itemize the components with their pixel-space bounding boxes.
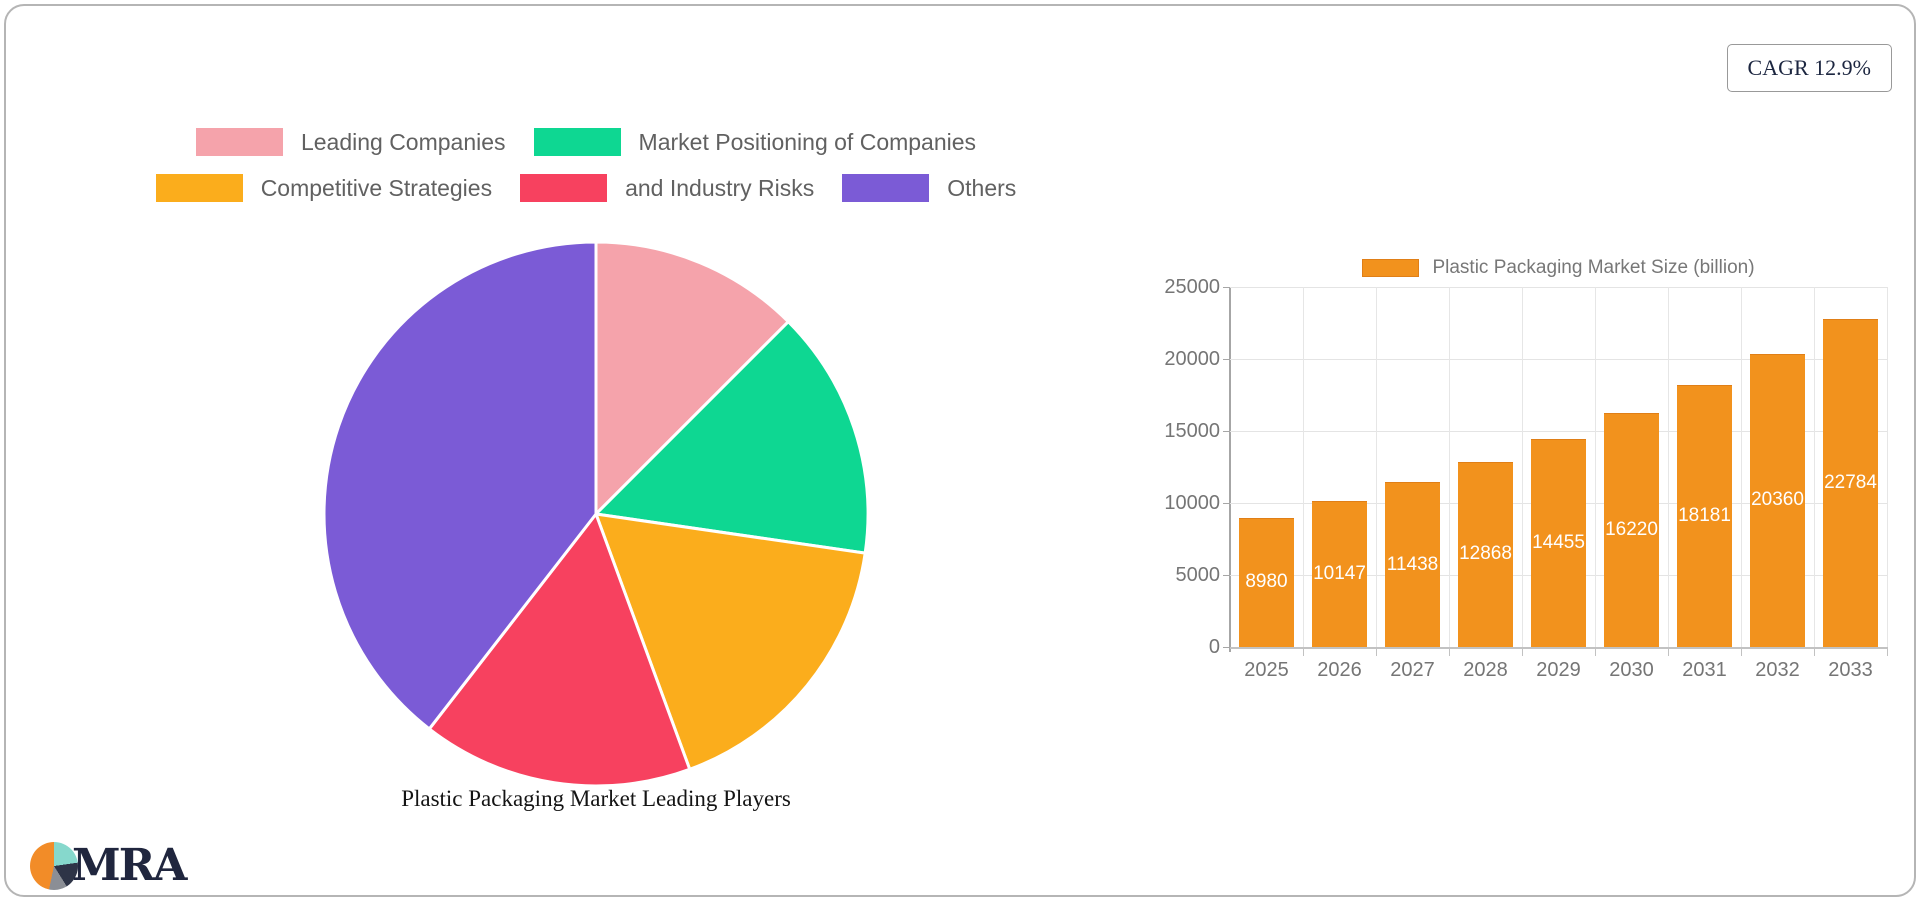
bar-value-label-2027: 11438 bbox=[1386, 553, 1439, 575]
x-axis-tick-label: 2025 bbox=[1244, 659, 1289, 681]
v-gridline bbox=[1521, 287, 1523, 647]
bar-2027 bbox=[1385, 482, 1440, 647]
y-axis-tick-label: 20000 bbox=[1164, 348, 1220, 370]
legend-swatch-others bbox=[842, 174, 930, 202]
pie-slice-market-positioning-of-companies bbox=[594, 320, 870, 555]
bar-value-label-2029: 14455 bbox=[1532, 531, 1585, 553]
y-axis-tick bbox=[1223, 647, 1230, 648]
bar-2028 bbox=[1458, 461, 1513, 647]
bar-value-label-2030: 16220 bbox=[1605, 519, 1658, 541]
chart-card: CAGR 12.9% Leading Companies Market Posit… bbox=[4, 4, 1916, 897]
x-axis-tick bbox=[1449, 649, 1450, 656]
x-axis-tick bbox=[1376, 649, 1377, 656]
x-axis-tick bbox=[1595, 649, 1596, 656]
x-axis-tick bbox=[1668, 649, 1669, 656]
x-axis-tick-label: 2028 bbox=[1463, 659, 1508, 681]
bar-legend-label: Plastic Packaging Market Size (billion) bbox=[1432, 257, 1755, 278]
y-axis-tick bbox=[1223, 575, 1230, 576]
legend-item-market-positioning-of-companies: Market Positioning of Companies bbox=[533, 128, 977, 156]
h-gridline bbox=[1230, 358, 1887, 360]
x-axis-tick-label: 2029 bbox=[1536, 659, 1581, 681]
bar-legend: Plastic Packaging Market Size (billion) bbox=[1230, 256, 1887, 280]
v-gridline bbox=[1448, 287, 1450, 647]
bar-2030 bbox=[1604, 413, 1659, 647]
v-gridline bbox=[1375, 287, 1377, 647]
mra-logo-text: MRA bbox=[72, 840, 187, 891]
pie-slice-and-industry-risks bbox=[427, 512, 692, 788]
x-axis-tick-label: 2030 bbox=[1609, 659, 1654, 681]
bar-legend-swatch bbox=[1362, 259, 1420, 277]
pie-slice-competitive-strategies bbox=[594, 512, 867, 771]
legend-swatch-and-industry-risks bbox=[520, 174, 608, 202]
x-axis-tick bbox=[1522, 649, 1523, 656]
legend-swatch-leading-companies bbox=[195, 128, 283, 156]
y-axis-tick-label: 5000 bbox=[1175, 564, 1221, 586]
pie-legend-row: Competitive Strategies and Industry Risks… bbox=[155, 174, 1016, 202]
bar-value-label-2028: 12868 bbox=[1459, 543, 1512, 565]
bar-chart-y-axis-line bbox=[1229, 287, 1231, 652]
x-axis-tick bbox=[1303, 649, 1304, 656]
legend-label: and Industry Risks bbox=[625, 174, 815, 201]
x-axis-tick-label: 2033 bbox=[1828, 659, 1873, 681]
v-gridline bbox=[1813, 287, 1815, 647]
bar-value-label-2026: 10147 bbox=[1313, 562, 1366, 584]
y-axis-tick-label: 0 bbox=[1208, 636, 1220, 658]
x-axis-tick-label: 2027 bbox=[1390, 659, 1435, 681]
legend-item-and-industry-risks: and Industry Risks bbox=[520, 174, 814, 202]
y-axis-tick bbox=[1223, 287, 1230, 288]
y-axis-tick bbox=[1223, 359, 1230, 360]
y-axis-tick-label: 15000 bbox=[1164, 420, 1220, 442]
bar-2029 bbox=[1531, 438, 1586, 647]
bar-2025 bbox=[1239, 517, 1294, 647]
y-axis-tick-label: 25000 bbox=[1164, 276, 1220, 298]
h-gridline bbox=[1230, 430, 1887, 432]
bar-value-label-2033: 22784 bbox=[1824, 471, 1877, 493]
x-axis-tick-label: 2032 bbox=[1755, 659, 1800, 681]
bar-plot-area: 8980 10147 11438 12868 14455 16220 18181 20360 2… bbox=[1230, 286, 1888, 647]
legend-item-competitive-strategies: Competitive Strategies bbox=[155, 174, 493, 202]
legend-label: Others bbox=[947, 174, 1017, 201]
legend-label: Market Positioning of Companies bbox=[638, 128, 977, 155]
bar-2033 bbox=[1823, 318, 1878, 647]
pie-slice-others bbox=[322, 240, 598, 731]
bar-chart-x-axis-line bbox=[1230, 647, 1888, 649]
v-gridline bbox=[1594, 287, 1596, 647]
x-axis-tick bbox=[1741, 649, 1742, 656]
v-gridline bbox=[1667, 287, 1669, 647]
bar-2031 bbox=[1677, 385, 1732, 647]
v-gridline bbox=[1886, 287, 1888, 647]
pie-title: Plastic Packaging Market Leading Players bbox=[401, 786, 791, 811]
bar-value-label-2025: 8980 bbox=[1245, 571, 1288, 593]
y-axis-tick bbox=[1223, 503, 1230, 504]
legend-item-others: Others bbox=[842, 174, 1016, 202]
legend-label: Leading Companies bbox=[300, 128, 506, 155]
bar-value-label-2032: 20360 bbox=[1751, 489, 1804, 511]
h-gridline bbox=[1230, 286, 1887, 288]
cagr-label: CAGR 12.9% bbox=[1747, 55, 1871, 80]
v-gridline bbox=[1740, 287, 1742, 647]
cagr-badge: CAGR 12.9% bbox=[1726, 44, 1892, 92]
pie-legend-row: Leading Companies Market Positioning of C… bbox=[195, 128, 977, 156]
bar-value-label-2031: 18181 bbox=[1678, 505, 1731, 527]
v-gridline bbox=[1302, 287, 1304, 647]
legend-swatch-competitive-strategies bbox=[155, 174, 243, 202]
x-axis-tick bbox=[1814, 649, 1815, 656]
legend-item-leading-companies: Leading Companies bbox=[195, 128, 506, 156]
legend-label: Competitive Strategies bbox=[260, 174, 493, 201]
mra-logo-pie-icon bbox=[30, 841, 78, 890]
x-axis-tick-label: 2026 bbox=[1317, 659, 1362, 681]
bar-2026 bbox=[1312, 500, 1367, 647]
x-axis-tick bbox=[1887, 649, 1888, 656]
pie-slice-leading-companies bbox=[594, 240, 790, 516]
legend-swatch-market-positioning-of-companies bbox=[533, 128, 621, 156]
y-axis-tick-label: 10000 bbox=[1164, 492, 1220, 514]
pie-legend: Leading Companies Market Positioning of C… bbox=[46, 128, 1126, 202]
y-axis-tick bbox=[1223, 431, 1230, 432]
mra-logo: MRA bbox=[30, 840, 187, 891]
bar-2032 bbox=[1750, 353, 1805, 647]
x-axis-tick-label: 2031 bbox=[1682, 659, 1727, 681]
pie-chart bbox=[322, 240, 870, 788]
